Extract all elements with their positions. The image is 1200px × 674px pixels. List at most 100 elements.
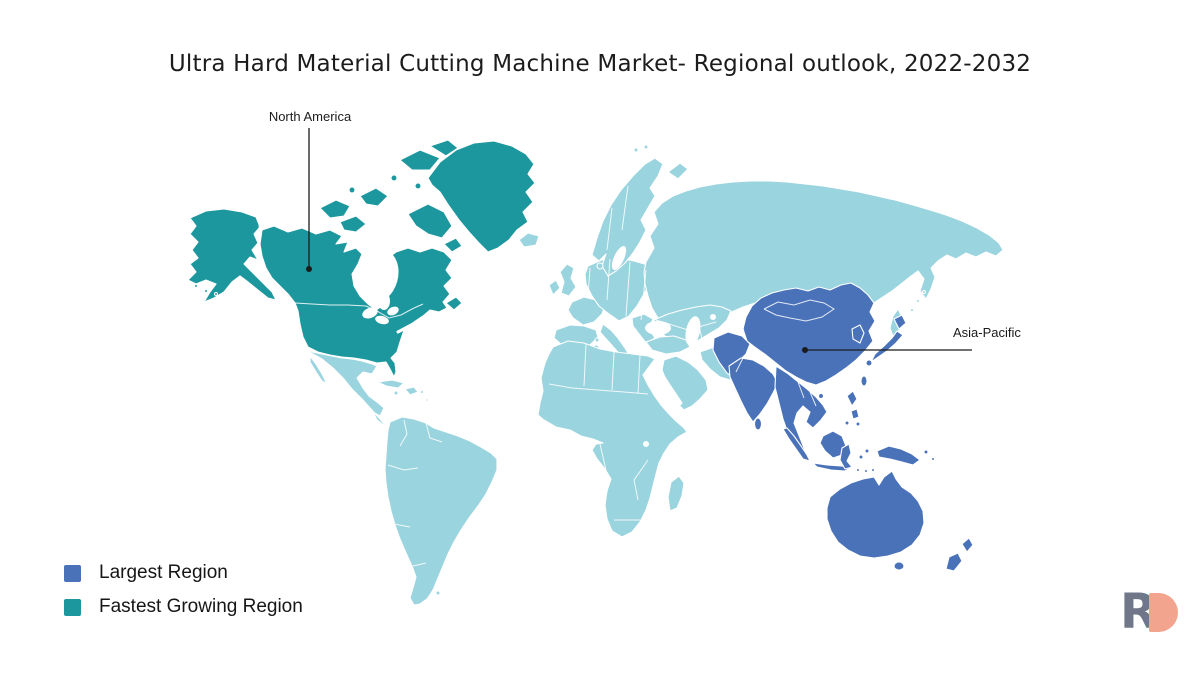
path-india	[728, 357, 779, 423]
black-sea	[645, 321, 671, 335]
path-puerto-rico	[419, 389, 425, 395]
path-philippines-2	[850, 408, 860, 420]
path-falklands	[435, 590, 441, 596]
asia-pacific-dot	[802, 347, 808, 353]
path-uk	[559, 263, 577, 297]
legend-label-largest-region: Largest Region	[99, 562, 228, 583]
path-solomon-1	[923, 449, 929, 455]
chart-title: Ultra Hard Material Cutting Machine Mark…	[168, 51, 1032, 77]
country-borders	[258, 185, 835, 567]
st-lawrence	[396, 314, 430, 334]
path-canada-usa	[259, 225, 453, 378]
path-sumatra	[782, 427, 811, 462]
north-america-label: North America	[269, 109, 352, 124]
path-turkey	[645, 335, 691, 355]
legend-item-largest-region: Largest Region	[64, 562, 303, 584]
lake-victoria	[643, 441, 649, 447]
path-arctic-island-4	[429, 139, 459, 157]
path-novaya-zemlya	[667, 162, 689, 180]
red-sea	[651, 360, 683, 406]
path-balkans	[631, 313, 656, 344]
path-moluccas-1	[858, 454, 864, 460]
asia-pacific-label: Asia-Pacific	[953, 325, 1021, 340]
great-lake-3	[387, 306, 399, 316]
path-africa	[537, 340, 688, 538]
path-arctic-island-2	[339, 215, 367, 233]
path-svalbard	[633, 147, 639, 153]
legend-item-fastest-growing-region: Fastest Growing Region	[64, 596, 303, 618]
james-bay	[378, 292, 390, 310]
path-greenland	[427, 140, 536, 253]
annotation-asia-pacific: Asia-Pacific	[802, 325, 1021, 353]
path-iceland	[518, 232, 540, 248]
caspian-sea	[685, 316, 701, 346]
path-madagascar	[667, 475, 685, 512]
path-france	[567, 296, 606, 326]
logo-d-shape	[1148, 593, 1178, 632]
path-arctic-dot-1	[348, 186, 356, 194]
path-baja	[309, 355, 328, 385]
path-sunda-2	[863, 468, 869, 474]
path-nz-north	[961, 537, 974, 553]
legend-swatch-fastest-growing-region	[64, 598, 81, 616]
path-australia	[826, 470, 925, 559]
path-nz-south	[945, 552, 963, 572]
region-asia-pacific	[712, 282, 974, 572]
path-ellesmere	[399, 149, 441, 171]
path-honshu	[870, 330, 904, 363]
path-kuril-2	[915, 298, 921, 304]
path-newfoundland	[445, 296, 463, 311]
path-jamaica	[393, 390, 399, 396]
path-ireland	[548, 279, 561, 296]
hudson-bay	[357, 249, 399, 303]
path-solomon-2	[930, 456, 936, 462]
path-aleutian-2	[203, 288, 209, 294]
path-aleutian-1	[193, 283, 199, 289]
path-baffin	[407, 203, 453, 239]
path-denmark	[596, 262, 604, 270]
aral-sea	[710, 314, 716, 320]
legend-swatch-largest-region	[64, 564, 81, 582]
path-sunda-3	[870, 467, 876, 473]
legend-label-fastest-growing-region: Fastest Growing Region	[99, 596, 303, 617]
path-philippines-1	[846, 390, 858, 407]
great-lake-2	[375, 315, 389, 325]
baltic-sea	[611, 246, 627, 270]
annotation-north-america: North America	[269, 109, 352, 272]
path-tasmania	[893, 561, 905, 571]
path-corsica	[594, 337, 600, 343]
path-sunda-1	[855, 467, 861, 473]
path-sri-lanka	[753, 417, 763, 431]
path-antilles	[425, 398, 429, 402]
region-north-america	[187, 139, 536, 378]
path-hainan	[817, 392, 825, 400]
path-kuril-1	[909, 307, 915, 313]
path-new-guinea	[876, 445, 921, 466]
path-victoria-island	[319, 199, 351, 219]
path-hispaniola	[404, 386, 419, 396]
path-arctic-island-3	[359, 187, 389, 207]
path-kuril-3	[921, 289, 927, 295]
great-lake-1	[362, 307, 378, 319]
path-aleutian-3	[213, 291, 219, 297]
path-cuba	[377, 379, 405, 389]
path-baffin-2	[443, 237, 463, 253]
water-overlays	[357, 246, 716, 447]
path-kyushu	[865, 359, 873, 367]
path-scandinavia	[591, 157, 664, 277]
legend: Largest Region Fastest Growing Region	[64, 562, 303, 618]
brand-logo: R	[1120, 588, 1178, 636]
path-alaska	[187, 208, 277, 303]
path-svalbard-2	[643, 144, 649, 150]
path-arctic-dot-2	[390, 174, 398, 182]
path-java	[812, 462, 853, 472]
north-america-dot	[306, 266, 312, 272]
path-korea	[851, 324, 865, 344]
path-moluccas-2	[864, 448, 870, 454]
path-china-mongolia	[742, 282, 876, 386]
path-hokkaido	[893, 314, 907, 330]
water-channels	[396, 314, 683, 406]
persian-gulf	[703, 370, 713, 378]
